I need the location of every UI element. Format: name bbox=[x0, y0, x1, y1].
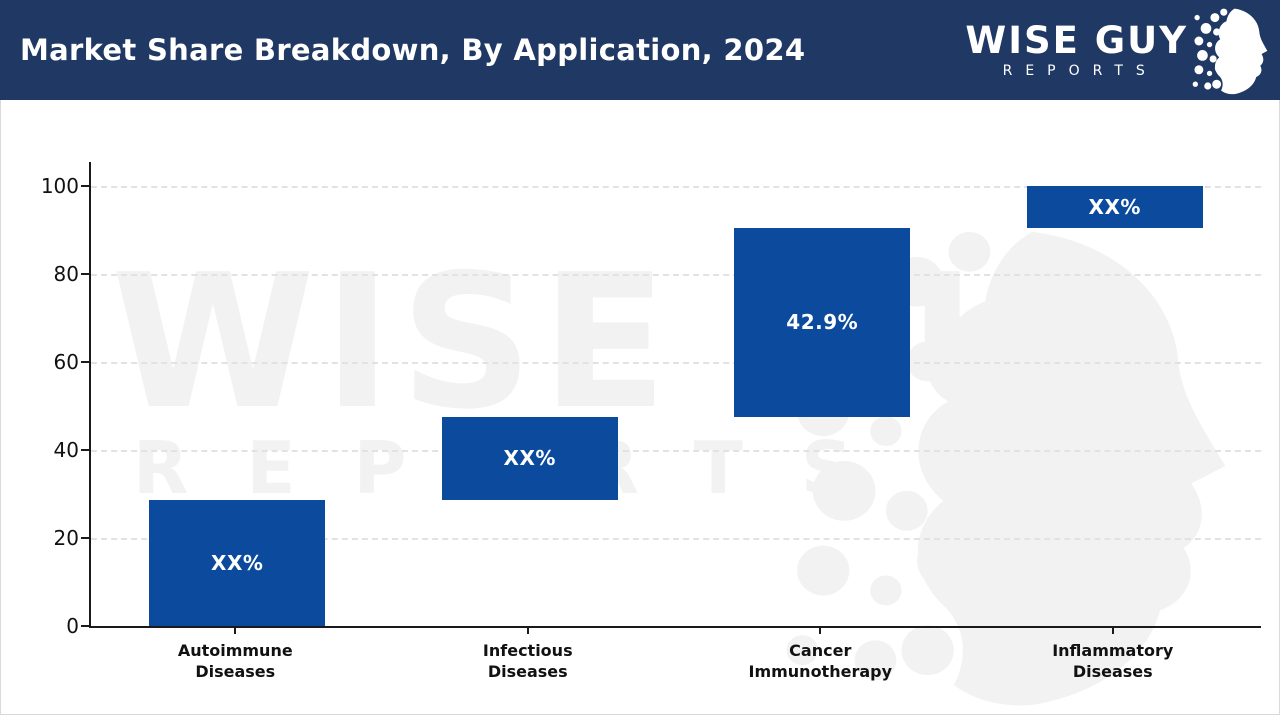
logo-subtitle: REPORTS bbox=[1002, 63, 1158, 79]
x-axis-category-line2: Diseases bbox=[487, 662, 568, 681]
y-axis-tick-mark bbox=[81, 537, 89, 539]
logo-wordmark: WISE GUY REPORTS bbox=[965, 22, 1188, 78]
y-axis-tick-mark bbox=[81, 449, 89, 451]
x-axis-category-label: Autoimmune Diseases bbox=[105, 640, 365, 682]
gridline-y-80 bbox=[91, 274, 1261, 276]
x-axis-tick-mark bbox=[819, 626, 822, 634]
bar-value-label: XX% bbox=[503, 446, 556, 471]
page-title: Market Share Breakdown, By Application, … bbox=[20, 33, 806, 67]
x-axis-tick-mark bbox=[526, 626, 529, 634]
bar-value-label: XX% bbox=[211, 551, 264, 576]
chart-card: WISE GU REPORTS XX%XX%42.9%XX% 020406080… bbox=[0, 100, 1280, 715]
y-axis-tick-label: 40 bbox=[53, 438, 79, 462]
header: Market Share Breakdown, By Application, … bbox=[0, 0, 1280, 100]
x-axis-tick-mark bbox=[234, 626, 237, 634]
x-axis-category-label: Cancer Immunotherapy bbox=[690, 640, 950, 682]
y-axis-tick-label: 100 bbox=[40, 174, 79, 198]
bar-infectious-diseases: XX% bbox=[441, 416, 618, 501]
x-axis-category-line1: Infectious bbox=[482, 641, 573, 660]
y-axis-tick-label: 0 bbox=[66, 614, 79, 638]
wiseguy-head-icon bbox=[1192, 8, 1268, 95]
x-axis-category-line1: Inflammatory bbox=[1052, 641, 1174, 660]
y-axis-tick-label: 20 bbox=[53, 526, 79, 550]
x-axis-category-label: Inflammatory Diseases bbox=[983, 640, 1243, 682]
gridline-y-100 bbox=[91, 186, 1261, 188]
x-axis-category-label: Infectious Diseases bbox=[398, 640, 658, 682]
y-axis-tick-mark bbox=[81, 185, 89, 187]
y-axis-tick-mark bbox=[81, 625, 89, 627]
wiseguy-logo: WISE GUY REPORTS bbox=[965, 4, 1270, 96]
gridline-y-20 bbox=[91, 538, 1261, 540]
bar-inflammatory-diseases: XX% bbox=[1026, 186, 1203, 228]
gridline-y-60 bbox=[91, 362, 1261, 364]
bar-cancer-immunotherapy: 42.9% bbox=[734, 227, 911, 417]
y-axis-tick-mark bbox=[81, 361, 89, 363]
logo-title: WISE GUY bbox=[965, 19, 1188, 62]
y-axis-tick-label: 80 bbox=[53, 262, 79, 286]
y-axis-tick-mark bbox=[81, 273, 89, 275]
gridline-y-40 bbox=[91, 450, 1261, 452]
bar-value-label: 42.9% bbox=[786, 310, 859, 335]
y-axis-tick-label: 60 bbox=[53, 350, 79, 374]
bar-autoimmune-diseases: XX% bbox=[149, 500, 326, 626]
x-axis-tick-mark bbox=[1111, 626, 1114, 634]
plot-area: XX% XX% 42.9% XX% bbox=[89, 162, 1261, 628]
x-axis-category-line2: Diseases bbox=[1072, 662, 1153, 681]
x-axis-category-line2: Immunotherapy bbox=[748, 662, 893, 681]
x-axis-category-line1: Autoimmune bbox=[177, 641, 293, 660]
x-axis-category-line1: Cancer bbox=[789, 641, 852, 660]
x-axis-category-line2: Diseases bbox=[195, 662, 276, 681]
bar-value-label: XX% bbox=[1088, 194, 1141, 219]
